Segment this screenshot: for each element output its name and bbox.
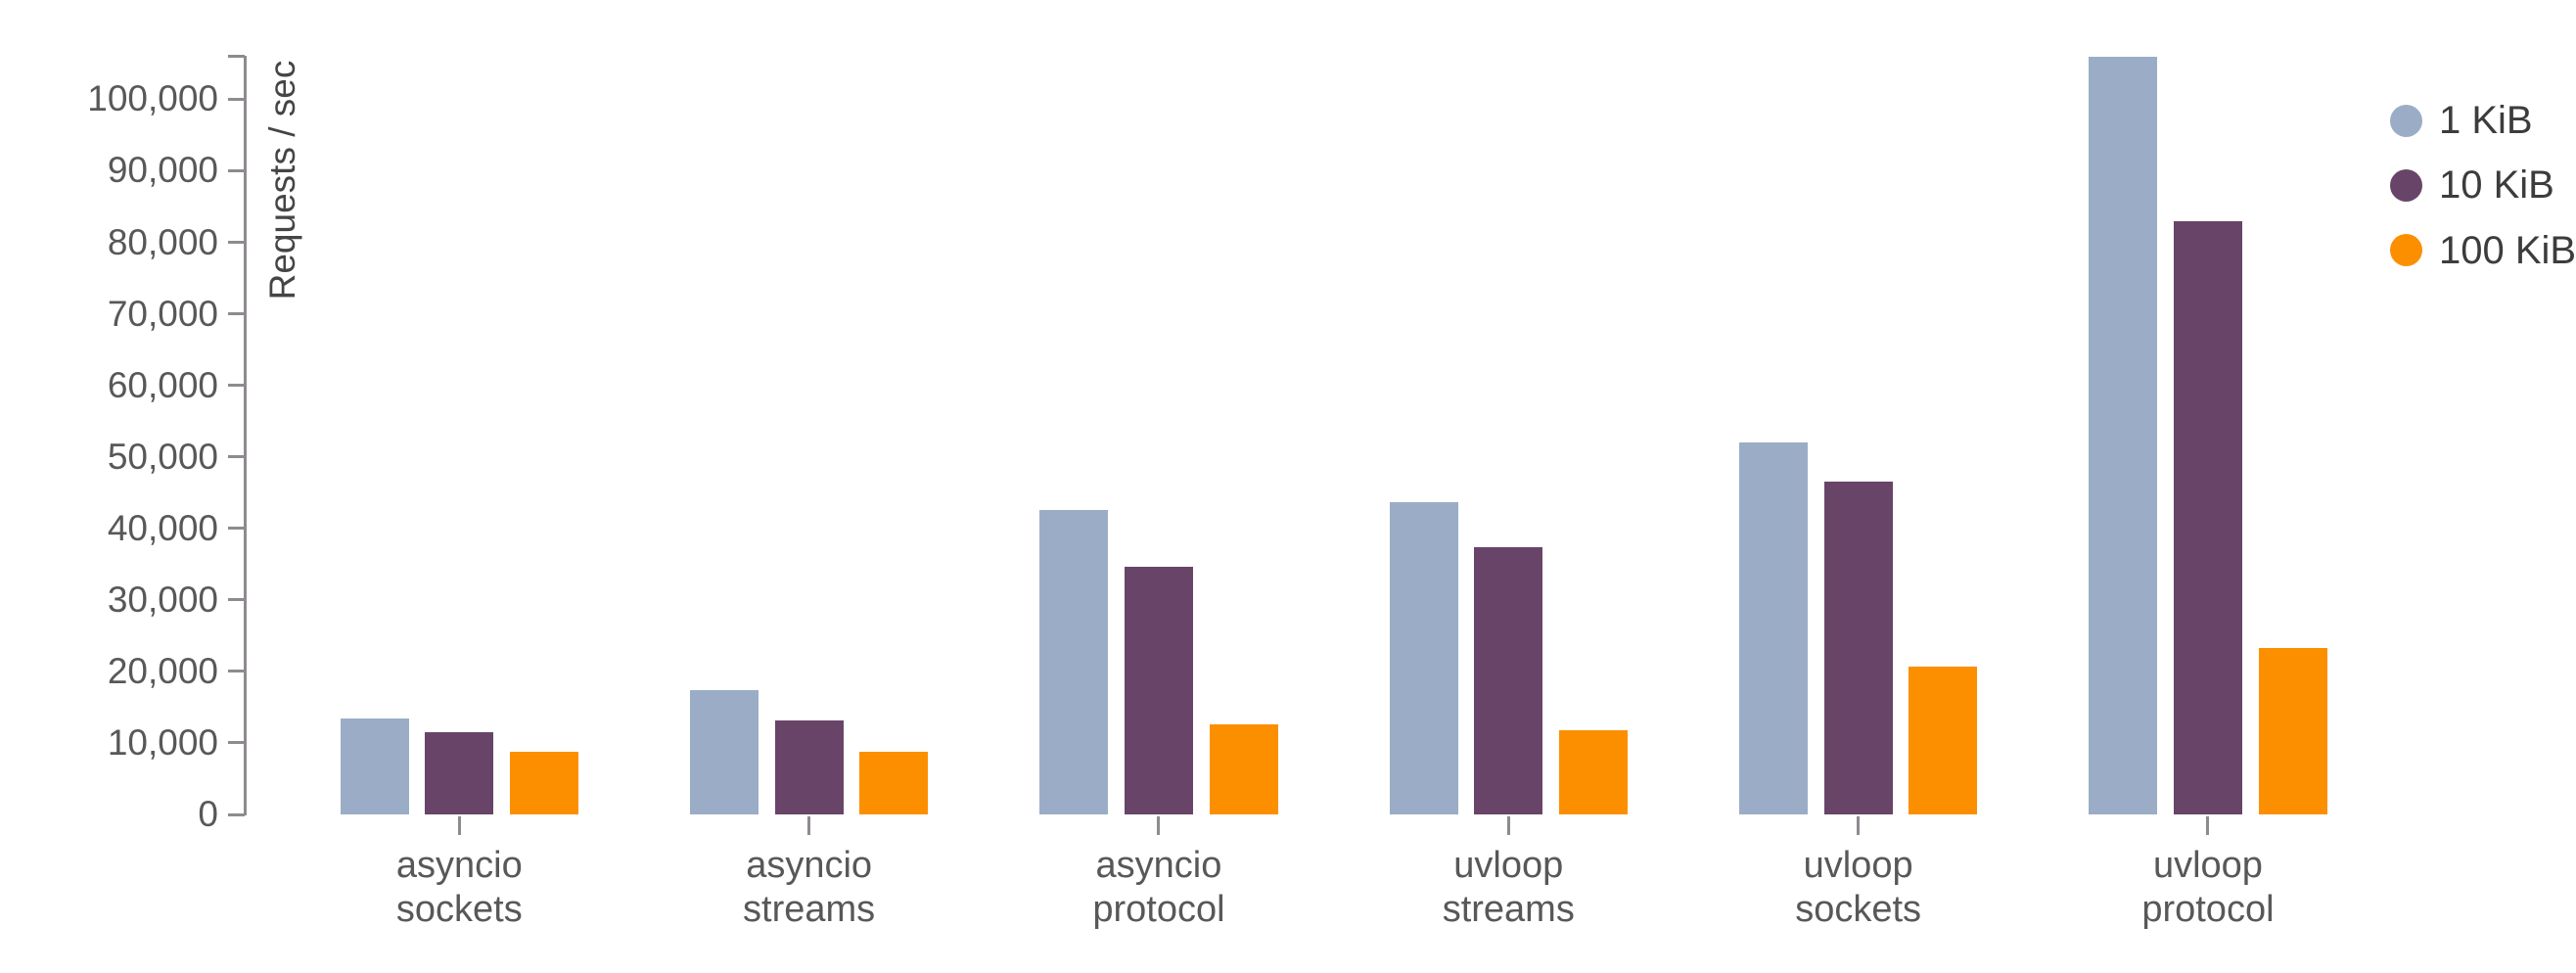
x-tick-label-line: sockets bbox=[1795, 889, 1922, 930]
bar-10KiB-uvloop-protocol bbox=[2173, 220, 2242, 814]
legend-label-1KiB: 1 KiB bbox=[2439, 99, 2533, 142]
x-tick-label-asyncio-protocol: asyncio protocol bbox=[992, 844, 1325, 932]
bar-1KiB-uvloop-sockets bbox=[1738, 442, 1808, 814]
bar-100KiB-uvloop-protocol bbox=[2258, 647, 2327, 814]
x-tick-label-line: asyncio bbox=[1095, 845, 1222, 886]
bar-100KiB-uvloop-streams bbox=[1558, 729, 1628, 814]
legend-swatch-10KiB bbox=[2389, 168, 2422, 202]
y-axis-end-cap-tick bbox=[228, 55, 245, 58]
bar-1KiB-asyncio-sockets bbox=[340, 718, 409, 814]
x-tick-label-line: uvloop bbox=[1803, 845, 1913, 886]
y-axis-tick bbox=[228, 741, 245, 745]
x-tick-label-uvloop-streams: uvloop streams bbox=[1342, 844, 1675, 932]
x-axis-tick bbox=[1857, 816, 1861, 835]
legend-label-100KiB: 100 KiB bbox=[2439, 228, 2576, 272]
x-axis-tick bbox=[1506, 816, 1510, 835]
x-axis-tick bbox=[1157, 816, 1161, 835]
bar-10KiB-uvloop-streams bbox=[1474, 546, 1543, 814]
y-axis-tick bbox=[228, 168, 245, 172]
y-tick-label: 40,000 bbox=[107, 507, 218, 548]
bar-1KiB-uvloop-streams bbox=[1389, 502, 1458, 814]
y-axis-tick bbox=[228, 670, 245, 673]
legend-swatch-1KiB bbox=[2389, 104, 2422, 137]
x-tick-label-line: uvloop bbox=[1453, 845, 1564, 886]
x-tick-label-line: asyncio bbox=[395, 845, 523, 886]
y-tick-label: 70,000 bbox=[107, 293, 218, 334]
y-axis-tick bbox=[228, 312, 245, 316]
bar-10KiB-uvloop-sockets bbox=[1823, 481, 1893, 814]
bar-10KiB-asyncio-sockets bbox=[425, 731, 494, 814]
y-axis-tick bbox=[228, 97, 245, 101]
x-tick-label-line: protocol bbox=[2141, 889, 2275, 930]
y-axis-tick bbox=[228, 241, 245, 245]
x-axis-tick bbox=[457, 816, 461, 835]
y-tick-label: 0 bbox=[198, 794, 218, 834]
x-tick-label-asyncio-sockets: asyncio sockets bbox=[293, 844, 625, 932]
bar-100KiB-asyncio-sockets bbox=[510, 752, 578, 814]
x-tick-label-line: streams bbox=[743, 889, 876, 930]
x-tick-label-uvloop-protocol: uvloop protocol bbox=[2042, 844, 2374, 932]
y-tick-label: 80,000 bbox=[107, 221, 218, 262]
y-axis-title: Requests / sec bbox=[262, 60, 302, 301]
y-tick-label: 30,000 bbox=[107, 579, 218, 620]
y-tick-label: 20,000 bbox=[107, 650, 218, 691]
bar-1KiB-uvloop-protocol bbox=[2089, 56, 2158, 814]
bar-chart: 0 10,000 20,000 30,000 40,000 50,000 60,000 70,… bbox=[39, 16, 2576, 957]
x-axis-tick bbox=[2206, 816, 2210, 835]
y-axis-tick bbox=[228, 527, 245, 531]
bar-10KiB-asyncio-protocol bbox=[1124, 567, 1193, 814]
x-tick-label-line: uvloop bbox=[2152, 845, 2263, 886]
y-axis-tick bbox=[228, 455, 245, 459]
x-tick-label-line: asyncio bbox=[746, 845, 873, 886]
y-tick-label: 60,000 bbox=[107, 364, 218, 405]
x-tick-label-asyncio-streams: asyncio streams bbox=[643, 844, 976, 932]
y-tick-label: 50,000 bbox=[107, 436, 218, 477]
x-tick-label-line: sockets bbox=[395, 889, 523, 930]
y-axis-tick bbox=[228, 812, 245, 816]
y-axis-line bbox=[244, 56, 247, 815]
bar-100KiB-asyncio-streams bbox=[859, 752, 929, 814]
y-tick-label: 90,000 bbox=[107, 150, 218, 191]
legend-swatch-100KiB bbox=[2389, 234, 2422, 267]
y-axis-tick bbox=[228, 598, 245, 602]
y-tick-label: 10,000 bbox=[107, 721, 218, 763]
y-axis-tick bbox=[228, 384, 245, 388]
x-axis-tick bbox=[807, 816, 811, 835]
x-tick-label-line: streams bbox=[1442, 889, 1575, 930]
bar-100KiB-uvloop-sockets bbox=[1909, 667, 1978, 814]
y-tick-label: 100,000 bbox=[87, 78, 218, 119]
bar-100KiB-asyncio-protocol bbox=[1209, 723, 1278, 814]
x-tick-label-uvloop-sockets: uvloop sockets bbox=[1692, 844, 2025, 932]
x-tick-label-line: protocol bbox=[1092, 889, 1225, 930]
bar-1KiB-asyncio-protocol bbox=[1039, 509, 1109, 814]
legend-label-10KiB: 10 KiB bbox=[2439, 163, 2554, 208]
bar-10KiB-asyncio-streams bbox=[774, 720, 844, 814]
bar-1KiB-asyncio-streams bbox=[689, 689, 759, 814]
